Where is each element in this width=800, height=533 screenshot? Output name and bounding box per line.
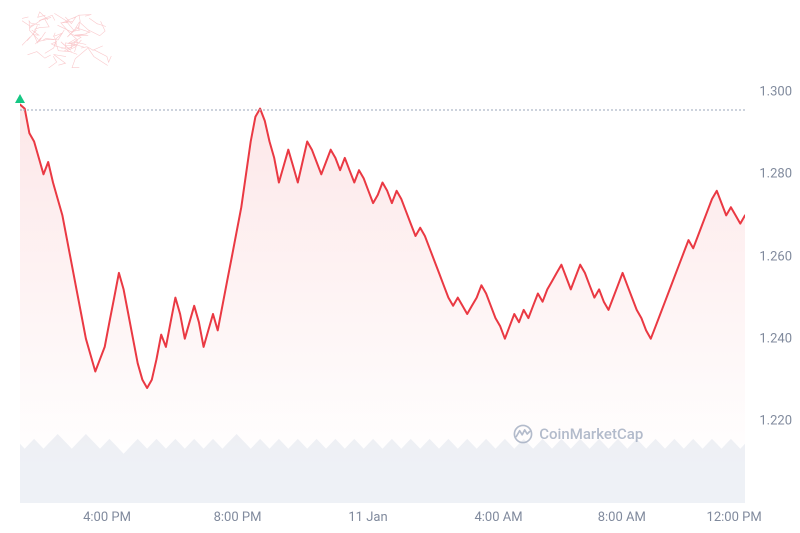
y-tick-label: 1.240 (759, 331, 792, 346)
price-chart[interactable]: CoinMarketCap (20, 10, 745, 503)
x-tick-label: 11 Jan (348, 510, 387, 525)
y-tick-label: 1.220 (759, 413, 792, 428)
decorative-scribble-icon (22, 8, 112, 68)
watermark-text: CoinMarketCap (539, 425, 643, 443)
start-marker-icon (15, 94, 25, 103)
y-tick-label: 1.300 (759, 85, 792, 100)
x-tick-label: 12:00 PM (707, 510, 762, 525)
x-tick-label: 4:00 PM (83, 510, 131, 525)
y-tick-label: 1.260 (759, 249, 792, 264)
x-tick-label: 8:00 AM (598, 510, 646, 525)
reference-line (20, 109, 745, 111)
x-axis: 4:00 PM8:00 PM11 Jan4:00 AM8:00 AM12:00 … (20, 503, 745, 533)
coinmarketcap-logo-icon (513, 424, 533, 444)
y-tick-label: 1.280 (759, 167, 792, 182)
y-axis: 1.220 1.240 1.260 1.280 1.300 (745, 10, 800, 503)
watermark: CoinMarketCap (513, 424, 643, 444)
x-tick-label: 8:00 PM (214, 510, 262, 525)
x-tick-label: 4:00 AM (474, 510, 522, 525)
